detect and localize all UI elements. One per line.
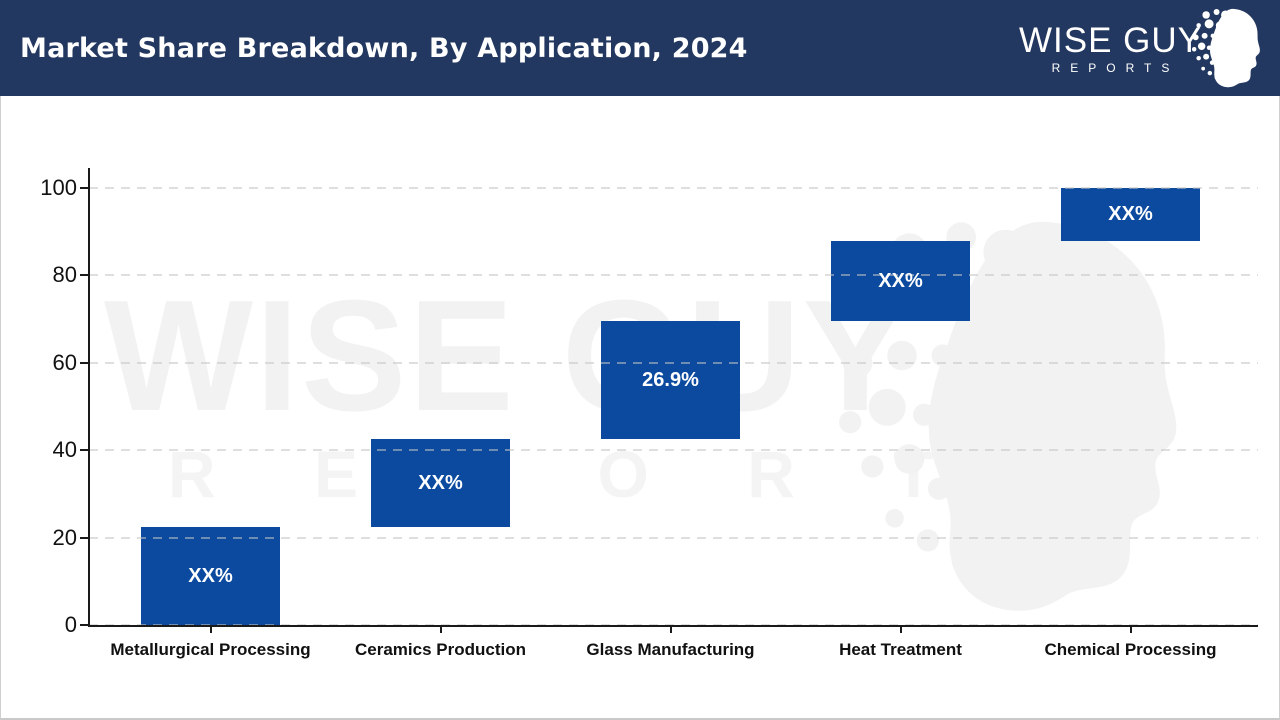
x-axis-tick	[1129, 625, 1132, 633]
brand-logo: WISE GUY REPORTS	[1019, 8, 1266, 88]
watermark-text: WISE GUY	[104, 268, 911, 444]
x-axis-tick	[209, 625, 212, 633]
header-bar: Market Share Breakdown, By Application, …	[0, 0, 1280, 96]
y-axis-tick	[80, 361, 89, 364]
y-tick-label: 80	[52, 262, 77, 287]
grid-line	[89, 361, 1258, 364]
grid-line	[89, 536, 1258, 539]
bar-value-label: XX%	[1108, 203, 1153, 226]
bar-value-label: XX%	[188, 565, 233, 587]
bar-chemical-processing	[1061, 187, 1200, 242]
y-tick-label: 60	[52, 349, 77, 375]
y-tick-label: 40	[52, 437, 77, 462]
brand-name: WISE GUY	[1018, 20, 1202, 60]
y-axis-tick	[80, 624, 89, 626]
y-axis-tick	[80, 274, 89, 276]
bar-value-label: 26.9%	[642, 368, 699, 391]
x-axis-tick	[669, 625, 672, 633]
y-tick-label: 0	[64, 612, 77, 637]
y-tick-label: 100	[40, 174, 77, 200]
x-axis-line	[88, 625, 1258, 627]
y-tick-label: 20	[52, 524, 77, 550]
bar-value-label: XX%	[878, 270, 923, 293]
watermark-subtext: R E P O R T S	[168, 437, 1116, 511]
x-axis-tick	[899, 625, 902, 633]
grid-line	[89, 274, 1258, 276]
page-title: Market Share Breakdown, By Application, …	[20, 32, 748, 64]
y-axis-tick	[80, 536, 89, 539]
x-category-label: Chemical Processing	[1044, 640, 1217, 659]
bar-glass-manufacturing	[601, 320, 740, 439]
x-category-label: Glass Manufacturing	[586, 640, 755, 659]
y-axis-line	[88, 168, 90, 627]
x-category-label: Ceramics Production	[355, 640, 526, 659]
x-category-label: Metallurgical Processing	[110, 640, 311, 659]
x-category-label: Heat Treatment	[839, 640, 962, 659]
dotted-face-profile-icon	[1191, 8, 1260, 88]
x-axis-tick	[439, 625, 442, 633]
brand-subname: REPORTS	[1051, 60, 1180, 75]
grid-line	[89, 186, 1258, 189]
grid-line	[89, 449, 1258, 451]
bar-metallurgical-processing	[141, 527, 280, 625]
bar-ceramics-production	[371, 438, 510, 527]
bar-value-label: XX%	[418, 471, 463, 494]
y-axis-tick	[80, 186, 89, 189]
y-axis-tick	[80, 449, 89, 451]
bar-heat-treatment	[831, 241, 970, 321]
brand-logo-text: WISE GUY REPORTS	[1019, 23, 1202, 74]
